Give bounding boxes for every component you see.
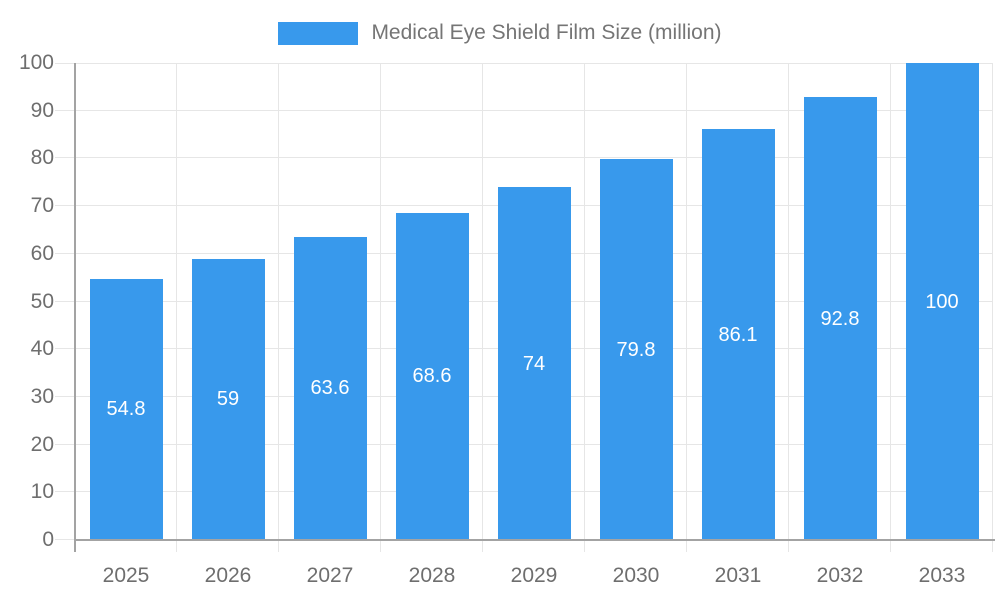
x-axis-label-2029: 2029 <box>510 564 558 587</box>
x-axis-line <box>74 539 995 541</box>
y-tick-80 <box>55 157 74 159</box>
y-tick-100 <box>55 63 74 64</box>
chart-legend[interactable]: Medical Eye Shield Film Size (million) <box>0 20 1000 46</box>
gridline-y-90 <box>75 109 993 111</box>
plot-area: 54.8 59 63.6 68.6 74 79.8 86.1 92.8 100 <box>55 63 995 552</box>
gridline-x-1 <box>176 63 177 552</box>
y-axis-label-20: 20 <box>30 432 54 456</box>
y-tick-10 <box>55 491 74 493</box>
gridline-x-7 <box>788 63 789 552</box>
y-tick-20 <box>55 443 74 445</box>
y-tick-50 <box>55 300 74 302</box>
bar-value-label: 92.8 <box>820 307 860 330</box>
gridline-x-6 <box>686 63 687 552</box>
y-axis-line <box>74 63 76 552</box>
y-tick-0 <box>55 539 74 540</box>
gridline-x-2 <box>278 63 279 552</box>
x-axis-label-2032: 2032 <box>816 564 864 587</box>
x-axis-label-2025: 2025 <box>102 564 150 587</box>
x-axis: 2025 2026 2027 2028 2029 2030 2031 2032 2033 <box>75 562 993 590</box>
bar-2033[interactable]: 100 <box>905 63 979 540</box>
y-axis-label-80: 80 <box>30 146 54 170</box>
bar-value-label: 59 <box>216 388 240 411</box>
y-tick-90 <box>55 109 74 111</box>
y-axis-label-100: 100 <box>18 51 54 74</box>
gridline-x-5 <box>584 63 585 552</box>
gridline-x-9 <box>992 63 993 552</box>
bar-2029[interactable]: 74 <box>497 187 571 540</box>
y-tick-30 <box>55 395 74 397</box>
y-axis-label-90: 90 <box>30 98 54 122</box>
y-tick-70 <box>55 205 74 207</box>
bar-2027[interactable]: 63.6 <box>293 236 367 540</box>
bar-value-label: 63.6 <box>310 377 350 400</box>
bar-value-label: 68.6 <box>412 365 452 388</box>
y-axis: 0 10 20 30 40 50 60 70 80 90 100 <box>0 51 54 551</box>
y-axis-label-70: 70 <box>30 194 54 218</box>
bar-2030[interactable]: 79.8 <box>599 159 673 540</box>
y-axis-label-60: 60 <box>30 241 54 265</box>
x-axis-label-2031: 2031 <box>714 564 762 587</box>
y-axis-label-50: 50 <box>30 289 54 313</box>
y-axis-label-10: 10 <box>30 480 54 504</box>
x-axis-label-2027: 2027 <box>306 564 354 587</box>
gridline-y-80 <box>75 157 993 159</box>
legend-swatch-icon <box>278 21 359 45</box>
bar-2025[interactable]: 54.8 <box>89 278 163 540</box>
bar-2031[interactable]: 86.1 <box>701 129 775 540</box>
y-axis-label-30: 30 <box>30 384 54 408</box>
gridline-x-8 <box>890 63 891 552</box>
x-axis-label-2030: 2030 <box>612 564 660 587</box>
y-axis-label-0: 0 <box>42 528 54 551</box>
bar-value-label: 100 <box>925 290 959 313</box>
legend-label: Medical Eye Shield Film Size (million) <box>371 21 722 44</box>
gridline-y-100 <box>75 63 993 64</box>
x-axis-label-2033: 2033 <box>918 564 966 587</box>
bar-value-label: 86.1 <box>718 323 758 346</box>
y-tick-40 <box>55 348 74 350</box>
y-axis-label-40: 40 <box>30 337 54 361</box>
gridline-x-4 <box>482 63 483 552</box>
bar-2028[interactable]: 68.6 <box>395 212 469 540</box>
bar-2032[interactable]: 92.8 <box>803 97 877 540</box>
bar-value-label: 74 <box>522 352 546 375</box>
bar-2026[interactable]: 59 <box>191 258 265 540</box>
gridline-x-3 <box>380 63 381 552</box>
y-tick-60 <box>55 252 74 254</box>
bar-value-label: 79.8 <box>616 338 656 361</box>
x-axis-label-2026: 2026 <box>204 564 252 587</box>
bar-value-label: 54.8 <box>106 398 146 421</box>
x-axis-label-2028: 2028 <box>408 564 456 587</box>
